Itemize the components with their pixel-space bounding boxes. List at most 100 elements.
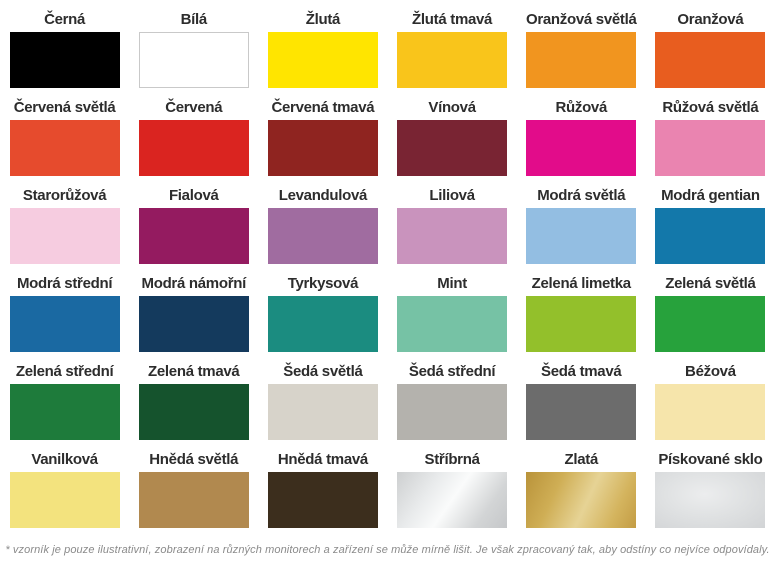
- color-swatch-bezova: [655, 384, 766, 440]
- swatch-cell: Vínová: [388, 94, 517, 182]
- swatch-label-ruzova: Růžová: [555, 99, 608, 116]
- swatch-label-cervena: Červená: [165, 99, 223, 116]
- swatch-label-zelena-stredni: Zelená střední: [15, 363, 114, 380]
- swatch-label-fialova: Fialová: [168, 187, 219, 204]
- color-swatch-fialova: [138, 208, 249, 264]
- swatch-cell: Šedá střední: [388, 358, 517, 446]
- swatch-cell: Hnědá světlá: [129, 446, 258, 534]
- swatch-cell: Béžová: [646, 358, 775, 446]
- swatch-label-seda-tmava: Šedá tmavá: [541, 363, 622, 380]
- swatch-cell: Oranžová světlá: [517, 6, 646, 94]
- swatch-cell: Modrá světlá: [517, 182, 646, 270]
- swatch-cell: Modrá gentian: [646, 182, 775, 270]
- swatch-label-hneda-tmava: Hnědá tmavá: [277, 451, 368, 468]
- color-swatch-hneda-tmava: [267, 472, 378, 528]
- swatch-cell: Oranžová: [646, 6, 775, 94]
- swatch-cell: Starorůžová: [0, 182, 129, 270]
- swatch-label-tyrkysova: Tyrkysová: [287, 275, 359, 292]
- color-swatch-oranzova: [655, 32, 766, 88]
- swatch-cell: Červená světlá: [0, 94, 129, 182]
- swatch-label-modra-svetla: Modrá světlá: [537, 187, 626, 204]
- swatch-label-ruzova-svetla: Růžová světlá: [662, 99, 759, 116]
- color-swatch-modra-namorni: [138, 296, 249, 352]
- color-swatch-cervena-svetla: [9, 120, 120, 176]
- swatch-cell: Šedá světlá: [258, 358, 387, 446]
- swatch-label-staroruzova: Starorůžová: [22, 187, 107, 204]
- color-swatch-cervena-tmava: [267, 120, 378, 176]
- swatch-cell: Bílá: [129, 6, 258, 94]
- color-swatch-bila: [138, 32, 249, 88]
- swatch-cell: Šedá tmavá: [517, 358, 646, 446]
- color-swatch-liliova: [397, 208, 508, 264]
- color-swatch-seda-svetla: [267, 384, 378, 440]
- color-swatch-seda-tmava: [526, 384, 637, 440]
- swatch-label-seda-stredni: Šedá střední: [408, 363, 496, 380]
- color-swatch-zelena-limetka: [526, 296, 637, 352]
- color-swatch-ruzova-svetla: [655, 120, 766, 176]
- swatch-cell: Růžová: [517, 94, 646, 182]
- swatch-label-zlata: Zlatá: [564, 451, 598, 468]
- swatch-label-liliova: Liliová: [429, 187, 475, 204]
- swatch-label-oranzova-svetla: Oranžová světlá: [525, 11, 637, 28]
- color-swatch-zelena-stredni: [9, 384, 120, 440]
- swatch-label-zluta: Žlutá: [305, 11, 341, 28]
- swatch-label-oranzova: Oranžová: [677, 11, 744, 28]
- color-swatch-vanilkova: [9, 472, 120, 528]
- swatch-cell: Hnědá tmavá: [258, 446, 387, 534]
- color-swatch-zlata: [526, 472, 637, 528]
- color-swatch-tyrkysova: [267, 296, 378, 352]
- color-swatch-ruzova: [526, 120, 637, 176]
- color-swatch-mint: [397, 296, 508, 352]
- swatch-cell: Modrá střední: [0, 270, 129, 358]
- swatch-cell: Tyrkysová: [258, 270, 387, 358]
- swatch-label-cervena-svetla: Červená světlá: [13, 99, 116, 116]
- swatch-cell: Zelená světlá: [646, 270, 775, 358]
- swatch-cell: Červená: [129, 94, 258, 182]
- color-swatch-levandulova: [267, 208, 378, 264]
- swatch-label-mint: Mint: [437, 275, 467, 292]
- swatch-cell: Modrá námořní: [129, 270, 258, 358]
- swatch-label-bila: Bílá: [180, 11, 208, 28]
- swatch-cell: Zelená střední: [0, 358, 129, 446]
- color-swatch-cerna: [9, 32, 120, 88]
- swatch-label-zelena-limetka: Zelená limetka: [531, 275, 631, 292]
- swatch-label-bezova: Béžová: [685, 363, 736, 380]
- color-swatch-modra-gentian: [655, 208, 766, 264]
- color-swatch-modra-stredni: [9, 296, 120, 352]
- swatch-cell: Pískované sklo: [646, 446, 775, 534]
- swatch-cell: Zlatá: [517, 446, 646, 534]
- swatch-cell: Liliová: [388, 182, 517, 270]
- swatch-label-zelena-svetla: Zelená světlá: [665, 275, 756, 292]
- swatch-cell: Zelená tmavá: [129, 358, 258, 446]
- swatch-cell: Stříbrná: [388, 446, 517, 534]
- swatch-cell: Vanilková: [0, 446, 129, 534]
- color-swatch-zluta-tmava: [397, 32, 508, 88]
- swatch-label-zelena-tmava: Zelená tmavá: [148, 363, 240, 380]
- disclaimer-footnote: * vzorník je pouze ilustrativní, zobraze…: [5, 544, 770, 556]
- color-swatch-stribrna: [397, 472, 508, 528]
- swatch-cell: Černá: [0, 6, 129, 94]
- color-swatch-zelena-svetla: [655, 296, 766, 352]
- color-swatch-piskovane-sklo: [655, 472, 766, 528]
- color-swatch-oranzova-svetla: [526, 32, 637, 88]
- swatch-label-stribrna: Stříbrná: [424, 451, 480, 468]
- swatch-cell: Mint: [388, 270, 517, 358]
- color-swatch-staroruzova: [9, 208, 120, 264]
- swatch-label-levandulova: Levandulová: [278, 187, 368, 204]
- color-swatch-zluta: [267, 32, 378, 88]
- swatch-cell: Růžová světlá: [646, 94, 775, 182]
- color-swatch-cervena: [138, 120, 249, 176]
- swatch-label-zluta-tmava: Žlutá tmavá: [412, 11, 493, 28]
- color-swatch-vinova: [397, 120, 508, 176]
- color-swatch-modra-svetla: [526, 208, 637, 264]
- color-swatch-zelena-tmava: [138, 384, 249, 440]
- swatch-cell: Levandulová: [258, 182, 387, 270]
- swatch-label-vanilkova: Vanilková: [31, 451, 98, 468]
- swatch-label-hneda-svetla: Hnědá světlá: [149, 451, 239, 468]
- swatch-label-modra-namorni: Modrá námořní: [141, 275, 247, 292]
- swatch-label-cerna: Černá: [44, 11, 86, 28]
- swatch-cell: Žlutá tmavá: [388, 6, 517, 94]
- swatch-label-cervena-tmava: Červená tmavá: [271, 99, 375, 116]
- swatch-cell: Zelená limetka: [517, 270, 646, 358]
